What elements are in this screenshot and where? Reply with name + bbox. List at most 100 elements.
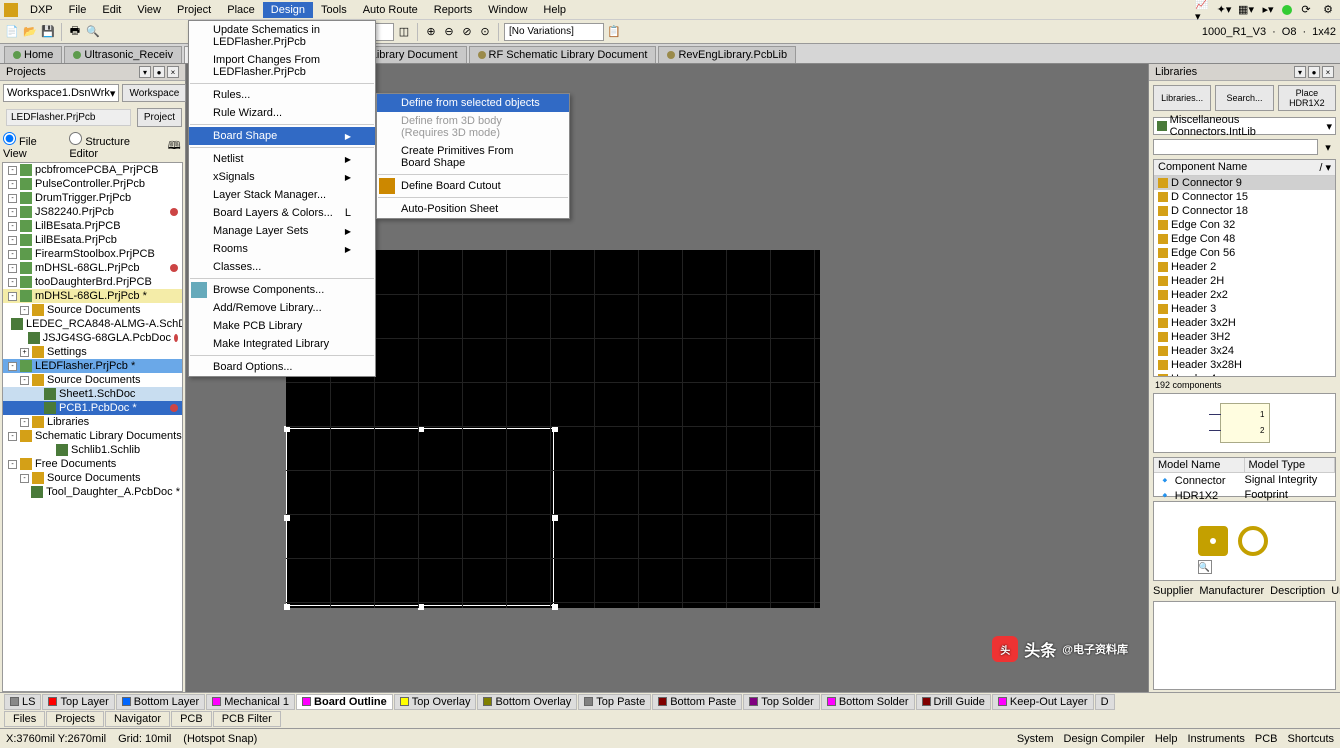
selection-handle[interactable] <box>284 604 290 610</box>
supplier-grid[interactable] <box>1153 601 1336 690</box>
library-combo[interactable]: Miscellaneous Connectors.IntLib ▾ <box>1153 117 1336 135</box>
menu-item[interactable]: Classes... <box>189 258 375 276</box>
lib-panel-dropdown-icon[interactable]: ▾ <box>1294 66 1306 78</box>
model-list[interactable]: Model Name Model Type 🔹 ConnectorSignal … <box>1153 457 1336 497</box>
menu-autoroute[interactable]: Auto Route <box>355 2 426 18</box>
tree-expand-icon[interactable]: - <box>20 376 29 385</box>
search-options-icon[interactable]: ▾ <box>1320 139 1336 155</box>
panel-dropdown-icon[interactable]: ▾ <box>139 66 151 78</box>
component-list-header[interactable]: Component Name/ ▾ <box>1154 160 1335 176</box>
menu-file[interactable]: File <box>61 2 95 18</box>
component-item[interactable]: Edge Con 32 <box>1154 218 1335 232</box>
layer-tab[interactable]: Top Layer <box>42 694 114 710</box>
status-link[interactable]: PCB <box>1255 733 1278 745</box>
design-menu[interactable]: Update Schematics in LEDFlasher.PrjPcbIm… <box>188 20 376 377</box>
zoom-icon[interactable]: 🔍 <box>1198 560 1212 574</box>
tree-item[interactable]: -FirearmStoolbox.PrjPCB <box>3 247 182 261</box>
menu-edit[interactable]: Edit <box>94 2 129 18</box>
component-list[interactable]: Component Name/ ▾ D Connector 9D Connect… <box>1153 159 1336 377</box>
menu-item[interactable]: Layer Stack Manager... <box>189 186 375 204</box>
menu-item[interactable]: Import Changes From LEDFlasher.PrjPcb <box>189 51 375 81</box>
component-item[interactable]: D Connector 9 <box>1154 176 1335 190</box>
doctab[interactable]: Ultrasonic_Receiv <box>64 46 182 63</box>
component-item[interactable]: Edge Con 48 <box>1154 232 1335 246</box>
tree-expand-icon[interactable]: - <box>8 222 17 231</box>
project-button[interactable]: Project <box>137 108 182 127</box>
tree-item[interactable]: -pcbfromcePCBA_PrjPCB <box>3 163 182 177</box>
tree-expand-icon[interactable]: - <box>8 278 17 287</box>
menu-item[interactable]: Rule Wizard... <box>189 104 375 122</box>
submenu-item[interactable]: Create Primitives From Board Shape <box>377 142 569 172</box>
menu-design[interactable]: Design <box>263 2 313 18</box>
preview-icon[interactable]: 🔍 <box>85 24 101 40</box>
submenu-item[interactable]: Define Board Cutout <box>377 177 569 195</box>
menu-help[interactable]: Help <box>535 2 574 18</box>
doctab[interactable]: RevEngLibrary.PcbLib <box>658 46 796 63</box>
layer-tab[interactable]: Bottom Overlay <box>477 694 577 710</box>
tool-e-icon[interactable]: ⊙ <box>477 24 493 40</box>
print-icon[interactable]: 🖶 <box>67 24 83 40</box>
tree-expand-icon[interactable]: - <box>20 306 29 315</box>
menu-item[interactable]: Netlist▶ <box>189 150 375 168</box>
layer-tab[interactable]: Top Solder <box>743 694 820 710</box>
tree-item[interactable]: Schlib1.Schlib <box>3 443 182 457</box>
panel-pin-icon[interactable]: ● <box>153 66 165 78</box>
tree-expand-icon[interactable]: - <box>8 460 17 469</box>
tree-item[interactable]: -DrumTrigger.PrjPcb <box>3 191 182 205</box>
tree-expand-icon[interactable]: - <box>8 166 17 175</box>
menu-place[interactable]: Place <box>219 2 263 18</box>
project-settings-icon[interactable]: 🕮 <box>166 138 182 154</box>
status-link[interactable]: Shortcuts <box>1288 733 1334 745</box>
save-icon[interactable]: 💾 <box>40 24 56 40</box>
component-item[interactable]: Header 3x28H <box>1154 358 1335 372</box>
tree-item[interactable]: -JS82240.PrjPcb <box>3 205 182 219</box>
toolbar-dropdown-icon[interactable]: ▸▾ <box>1260 2 1276 18</box>
lib-panel-close-icon[interactable]: × <box>1322 66 1334 78</box>
place-button[interactable]: Place HDR1X2 <box>1278 85 1336 111</box>
layer-tab[interactable]: Board Outline <box>296 694 393 710</box>
workspace-combo[interactable]: Workspace1.DsnWrk▾ <box>3 84 119 102</box>
tree-item[interactable]: -Free Documents <box>3 457 182 471</box>
tree-item[interactable]: +Settings <box>3 345 182 359</box>
tree-expand-icon[interactable]: - <box>20 418 29 427</box>
selection-handle[interactable] <box>284 515 290 521</box>
tree-item[interactable]: -Schematic Library Documents <box>3 429 182 443</box>
tree-expand-icon[interactable]: - <box>8 362 17 371</box>
workspace-button[interactable]: Workspace <box>122 84 186 102</box>
layer-tab[interactable]: Bottom Solder <box>821 694 915 710</box>
variations-combo[interactable]: [No Variations] <box>504 23 604 41</box>
menu-window[interactable]: Window <box>480 2 535 18</box>
layer-tab[interactable]: Mechanical 1 <box>206 694 295 710</box>
component-item[interactable]: Edge Con 56 <box>1154 246 1335 260</box>
open-icon[interactable]: 📂 <box>22 24 38 40</box>
status-link[interactable]: Design Compiler <box>1064 733 1145 745</box>
component-item[interactable]: Header 3 <box>1154 302 1335 316</box>
tree-item[interactable]: Sheet1.SchDoc <box>3 387 182 401</box>
bottom-tab[interactable]: PCB <box>171 711 212 727</box>
tree-expand-icon[interactable]: - <box>8 432 17 441</box>
board-shape-submenu[interactable]: Define from selected objectsDefine from … <box>376 93 570 219</box>
toolbar-refresh-icon[interactable]: ⟳ <box>1298 2 1314 18</box>
component-item[interactable]: Header 2 <box>1154 260 1335 274</box>
status-link[interactable]: System <box>1017 733 1054 745</box>
model-row[interactable]: 🔹 ConnectorSignal Integrity <box>1154 473 1335 488</box>
file-view-radio[interactable]: File View <box>3 132 61 160</box>
menu-item[interactable]: Update Schematics in LEDFlasher.PrjPcb <box>189 21 375 51</box>
menu-item[interactable]: Board Shape▶ <box>189 127 375 145</box>
tool-a-icon[interactable]: ◫ <box>396 24 412 40</box>
libraries-button[interactable]: Libraries... <box>1153 85 1211 111</box>
menu-item[interactable]: Manage Layer Sets▶ <box>189 222 375 240</box>
tree-item[interactable]: -Source Documents <box>3 303 182 317</box>
doctab[interactable]: RF Schematic Library Document <box>469 46 657 63</box>
layer-tab[interactable]: Bottom Layer <box>116 694 205 710</box>
selection-rectangle[interactable] <box>286 428 554 606</box>
menu-item[interactable]: Rules... <box>189 86 375 104</box>
submenu-item[interactable]: Define from selected objects <box>377 94 569 112</box>
menu-dxp[interactable]: DXP <box>22 2 61 18</box>
component-item[interactable]: Header 4 <box>1154 372 1335 377</box>
toolbar-grid-icon[interactable]: ▦▾ <box>1238 2 1254 18</box>
component-item[interactable]: D Connector 18 <box>1154 204 1335 218</box>
component-item[interactable]: Header 2H <box>1154 274 1335 288</box>
tree-item[interactable]: -tooDaughterBrd.PrjPCB <box>3 275 182 289</box>
component-item[interactable]: D Connector 15 <box>1154 190 1335 204</box>
